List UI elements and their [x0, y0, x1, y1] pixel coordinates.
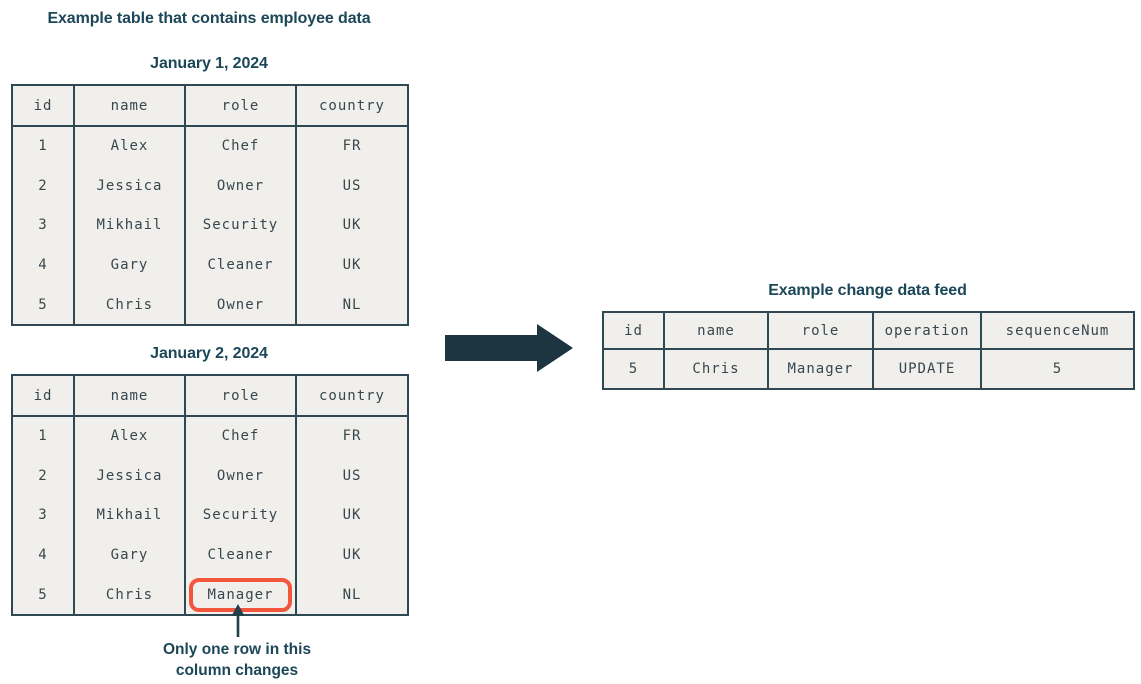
table-row: 2 Jessica Owner US [12, 455, 408, 496]
table-cell: Mikhail [73, 205, 185, 246]
employee-table-jan2: id name role country 1 Alex Chef FR 2 Jessica… [11, 374, 409, 616]
column-header-name: name [663, 312, 768, 350]
table-cell: UPDATE [872, 349, 981, 389]
table-cell: 3 [38, 217, 48, 234]
table-row: 5 Chris Owner NL [12, 285, 408, 325]
table-cell: Cleaner [184, 245, 296, 286]
annotation-line-1: Only one row in this [162, 641, 312, 658]
table-row: 5 Chris Manager NL [12, 575, 408, 615]
up-arrow-icon [231, 604, 245, 637]
table-cell: Gary [73, 245, 185, 286]
table-cell: Security [184, 495, 296, 536]
table-cell: Owner [184, 285, 296, 325]
table-cell: Manager [767, 349, 873, 389]
table-cell: US [295, 455, 408, 496]
table-cell: Chef [184, 416, 296, 456]
table-cell: US [295, 165, 408, 206]
table-header-row: id name role operation sequenceNum [603, 312, 1134, 350]
employee-table-jan1: id name role country 1 Alex Chef FR 2 Jessica… [11, 84, 409, 326]
table-cell: NL [295, 575, 408, 615]
table-cell: 4 [38, 257, 48, 274]
table-row: 4 Gary Cleaner UK [12, 535, 408, 576]
column-header-country: country [295, 85, 408, 127]
table-cell: FR [295, 416, 408, 456]
column-header-name: name [73, 85, 185, 127]
table-cell: 4 [38, 547, 48, 564]
table-cell: 2 [38, 467, 48, 484]
table-row: 1 Alex Chef FR [12, 126, 408, 166]
table-cell: 5 [628, 361, 639, 377]
table-cell: Owner [184, 165, 296, 206]
table-cell: 1 [38, 138, 48, 155]
table-cell: 5 [38, 586, 48, 603]
table-cell: Alex [73, 416, 185, 456]
table-cell: UK [295, 245, 408, 286]
snapshot1-title: January 1, 2024 [150, 55, 268, 72]
table-cell: UK [295, 535, 408, 576]
annotation-label: Only one row in this column changes [87, 639, 387, 681]
table-cell: Jessica [73, 165, 185, 206]
table-cell: FR [295, 126, 408, 166]
changed-cell-highlight: Manager [189, 577, 292, 612]
table-cell: Gary [73, 535, 185, 576]
table-cell: NL [295, 285, 408, 325]
column-header-id: id [12, 85, 74, 127]
column-header-name: name [73, 375, 185, 417]
right-arrow-icon [445, 324, 573, 372]
table-cell: 3 [38, 507, 48, 524]
annotation-line-2: column changes [175, 662, 299, 679]
change-feed-title: Example change data feed [768, 282, 967, 299]
table-cell: Chris [73, 575, 185, 615]
table-cell: 2 [38, 177, 48, 194]
column-header-sequenceNum: sequenceNum [980, 312, 1134, 350]
table-row: 1 Alex Chef FR [12, 416, 408, 456]
column-header-country: country [295, 375, 408, 417]
table-cell: UK [295, 495, 408, 536]
change-feed-table: id name role operation sequenceNum 5 Chri… [602, 311, 1135, 390]
table-cell: Alex [73, 126, 185, 166]
table-cell: UK [295, 205, 408, 246]
column-header-role: role [184, 375, 296, 417]
table-cell: Mikhail [73, 495, 185, 536]
snapshot2-title: January 2, 2024 [150, 345, 268, 362]
column-header-role: role [184, 85, 296, 127]
column-header-operation: operation [872, 312, 981, 350]
table-header-row: id name role country [12, 375, 408, 417]
table-cell: Jessica [73, 455, 185, 496]
table-cell: 5 [980, 349, 1134, 389]
column-header-role: role [767, 312, 873, 350]
column-header-id: id [12, 375, 74, 417]
table-row: 4 Gary Cleaner UK [12, 245, 408, 286]
table-cell: Cleaner [184, 535, 296, 576]
diagram-title: Example table that contains employee dat… [47, 10, 371, 27]
table-cell: 1 [38, 428, 48, 445]
table-cell: Chris [73, 285, 185, 325]
table-row: 2 Jessica Owner US [12, 165, 408, 206]
table-cell: Chef [184, 126, 296, 166]
table-header-row: id name role country [12, 85, 408, 127]
column-header-id: id [603, 312, 664, 350]
table-cell: Chris [663, 349, 768, 389]
table-row: 5 Chris Manager UPDATE 5 [603, 349, 1134, 389]
table-row: 3 Mikhail Security UK [12, 495, 408, 536]
table-row: 3 Mikhail Security UK [12, 205, 408, 246]
table-cell: Security [184, 205, 296, 246]
table-cell: Owner [184, 455, 296, 496]
table-cell: 5 [38, 296, 48, 313]
